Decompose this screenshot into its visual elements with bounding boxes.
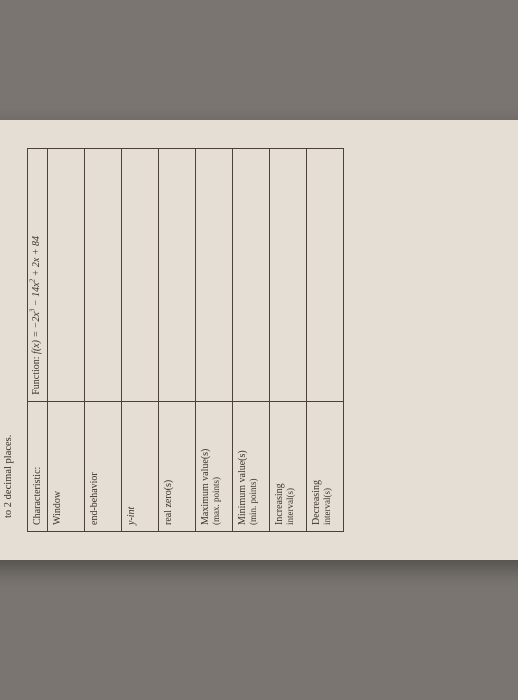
row-value bbox=[269, 149, 306, 402]
row-value bbox=[158, 149, 195, 402]
table-header-row: Characteristic: Function: f(x) = −2x3 − … bbox=[27, 149, 47, 532]
function-expression: −2x3 − 14x2 + 2x + 84 bbox=[31, 236, 42, 328]
table-row: y-int bbox=[121, 149, 158, 532]
table-row: real zero(s) bbox=[158, 149, 195, 532]
row-label: end-behavior bbox=[84, 401, 121, 531]
row-label: Window bbox=[47, 401, 84, 531]
function-prefix: f(x) = bbox=[31, 328, 42, 354]
row-value bbox=[306, 149, 343, 402]
row-label: real zero(s) bbox=[158, 401, 195, 531]
table-row: Maximum value(s) (max. points) bbox=[195, 149, 232, 532]
row-label: Increasing interval(s) bbox=[269, 401, 306, 531]
row-label: y-int bbox=[121, 401, 158, 531]
table-row: Decreasing interval(s) bbox=[306, 149, 343, 532]
row-value bbox=[195, 149, 232, 402]
function-label: Function: bbox=[31, 356, 42, 394]
row-label: Decreasing interval(s) bbox=[306, 401, 343, 531]
characteristics-table: Characteristic: Function: f(x) = −2x3 − … bbox=[27, 148, 344, 532]
row-value bbox=[84, 149, 121, 402]
content-wrapper: 1. Use your graphing calculator to analy… bbox=[0, 148, 518, 532]
question-prompt: 1. Use your graphing calculator to analy… bbox=[0, 148, 17, 532]
row-value bbox=[47, 149, 84, 402]
row-value bbox=[232, 149, 269, 402]
row-label-text: real zero(s) bbox=[163, 480, 174, 525]
table-row: Increasing interval(s) bbox=[269, 149, 306, 532]
table-row: Window bbox=[47, 149, 84, 532]
row-label-text: Window bbox=[52, 491, 63, 525]
row-label-text: end-behavior bbox=[89, 472, 100, 525]
row-label-text: Increasing bbox=[274, 483, 285, 525]
function-cell: Function: f(x) = −2x3 − 14x2 + 2x + 84 bbox=[27, 149, 47, 402]
characteristic-header: Characteristic: bbox=[27, 401, 47, 531]
row-sublabel: (min. points) bbox=[248, 479, 258, 526]
row-sublabel: interval(s) bbox=[322, 488, 332, 525]
row-sublabel: interval(s) bbox=[285, 488, 295, 525]
table-row: Minimum value(s) (min. points) bbox=[232, 149, 269, 532]
row-label-text: y-int bbox=[126, 507, 137, 525]
row-label: Maximum value(s) (max. points) bbox=[195, 401, 232, 531]
prompt-line-2: to 2 decimal places. bbox=[3, 435, 14, 518]
row-label-text: Minimum value(s) bbox=[237, 450, 248, 525]
row-label-text: Maximum value(s) bbox=[200, 449, 211, 525]
worksheet-page: 1. Use your graphing calculator to analy… bbox=[0, 120, 518, 560]
row-label-text: Decreasing bbox=[311, 480, 322, 525]
row-sublabel: (max. points) bbox=[211, 477, 221, 525]
row-value bbox=[121, 149, 158, 402]
table-row: end-behavior bbox=[84, 149, 121, 532]
row-label: Minimum value(s) (min. points) bbox=[232, 401, 269, 531]
